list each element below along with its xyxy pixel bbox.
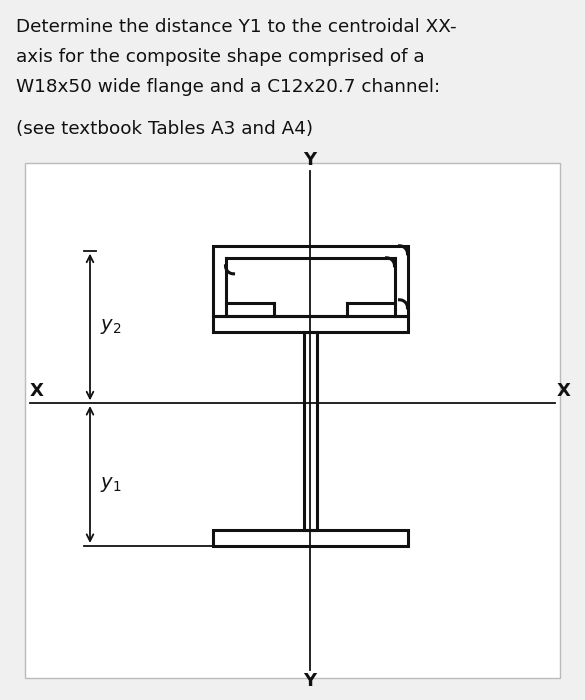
Text: X: X <box>557 382 571 400</box>
Text: Y: Y <box>304 151 316 169</box>
Text: Determine the distance Y1 to the centroidal XX-: Determine the distance Y1 to the centroi… <box>16 18 457 36</box>
Text: $y_1$: $y_1$ <box>100 475 122 494</box>
Text: W18x50 wide flange and a C12x20.7 channel:: W18x50 wide flange and a C12x20.7 channe… <box>16 78 440 96</box>
Text: X: X <box>30 382 44 400</box>
Text: Y: Y <box>304 672 316 690</box>
FancyBboxPatch shape <box>25 163 560 678</box>
Text: (see textbook Tables A3 and A4): (see textbook Tables A3 and A4) <box>16 120 313 138</box>
Text: axis for the composite shape comprised of a: axis for the composite shape comprised o… <box>16 48 425 66</box>
Text: $y_2$: $y_2$ <box>100 318 121 337</box>
